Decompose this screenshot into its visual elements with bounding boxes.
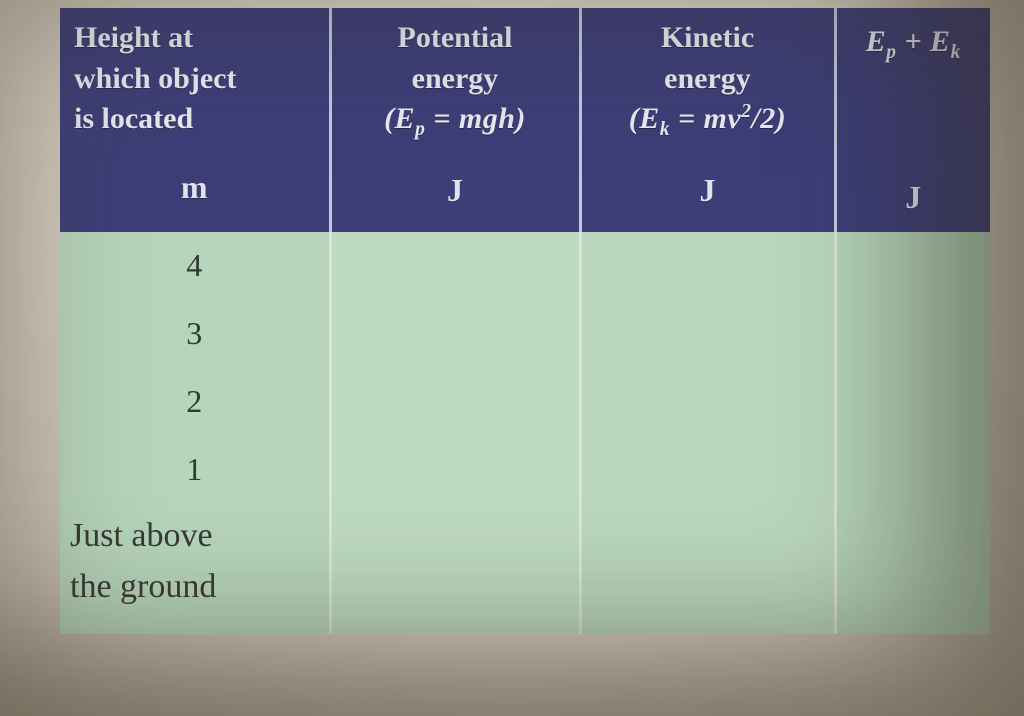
table-header: Height at which object is located m Pote… <box>60 8 990 232</box>
cell-ek <box>580 368 835 436</box>
cell-ek <box>580 504 835 634</box>
col-header-unit: J <box>845 176 983 219</box>
cell-height: 2 <box>60 368 330 436</box>
col-header-line: which object <box>68 59 321 100</box>
col-header-unit: J <box>590 169 826 212</box>
cell-ep <box>330 368 580 436</box>
cell-ep <box>330 300 580 368</box>
page: Height at which object is located m Pote… <box>0 0 1024 716</box>
col-header-unit: J <box>340 169 571 212</box>
cell-etot <box>835 232 990 300</box>
cell-height: 4 <box>60 232 330 300</box>
energy-table: Height at which object is located m Pote… <box>60 8 990 634</box>
cell-ep <box>330 504 580 634</box>
cell-ek <box>580 232 835 300</box>
col-header-line: energy <box>340 59 571 100</box>
col-header-line: is located <box>68 99 321 140</box>
col-header-formula: (Ek = mv2/2) <box>590 99 826 143</box>
cell-ep <box>330 436 580 504</box>
cell-height-line: Just above <box>70 517 213 554</box>
cell-etot <box>835 436 990 504</box>
col-header-formula: (Ep = mgh) <box>340 99 571 143</box>
col-header-total: Ep + Ek J <box>835 8 990 232</box>
col-header-unit: m <box>68 166 321 209</box>
cell-height: 3 <box>60 300 330 368</box>
col-header-line: Kinetic <box>590 18 826 59</box>
table-row: 4 <box>60 232 990 300</box>
col-header-potential: Potential energy (Ep = mgh) J <box>330 8 580 232</box>
table-row: Just above the ground <box>60 504 990 634</box>
col-header-line: energy <box>590 59 826 100</box>
cell-ep <box>330 232 580 300</box>
cell-etot <box>835 504 990 634</box>
col-header-height: Height at which object is located m <box>60 8 330 232</box>
table-row: 2 <box>60 368 990 436</box>
cell-height-line: the ground <box>70 568 216 605</box>
cell-etot <box>835 368 990 436</box>
col-header-kinetic: Kinetic energy (Ek = mv2/2) J <box>580 8 835 232</box>
cell-ek <box>580 436 835 504</box>
col-header-formula: Ep + Ek <box>845 22 983 66</box>
cell-etot <box>835 300 990 368</box>
cell-height: 1 <box>60 436 330 504</box>
cell-ek <box>580 300 835 368</box>
col-header-line: Height at <box>68 18 321 59</box>
cell-height: Just above the ground <box>60 504 330 634</box>
table-body: 4 3 2 1 <box>60 232 990 634</box>
col-header-line: Potential <box>340 18 571 59</box>
table-row: 1 <box>60 436 990 504</box>
table-row: 3 <box>60 300 990 368</box>
